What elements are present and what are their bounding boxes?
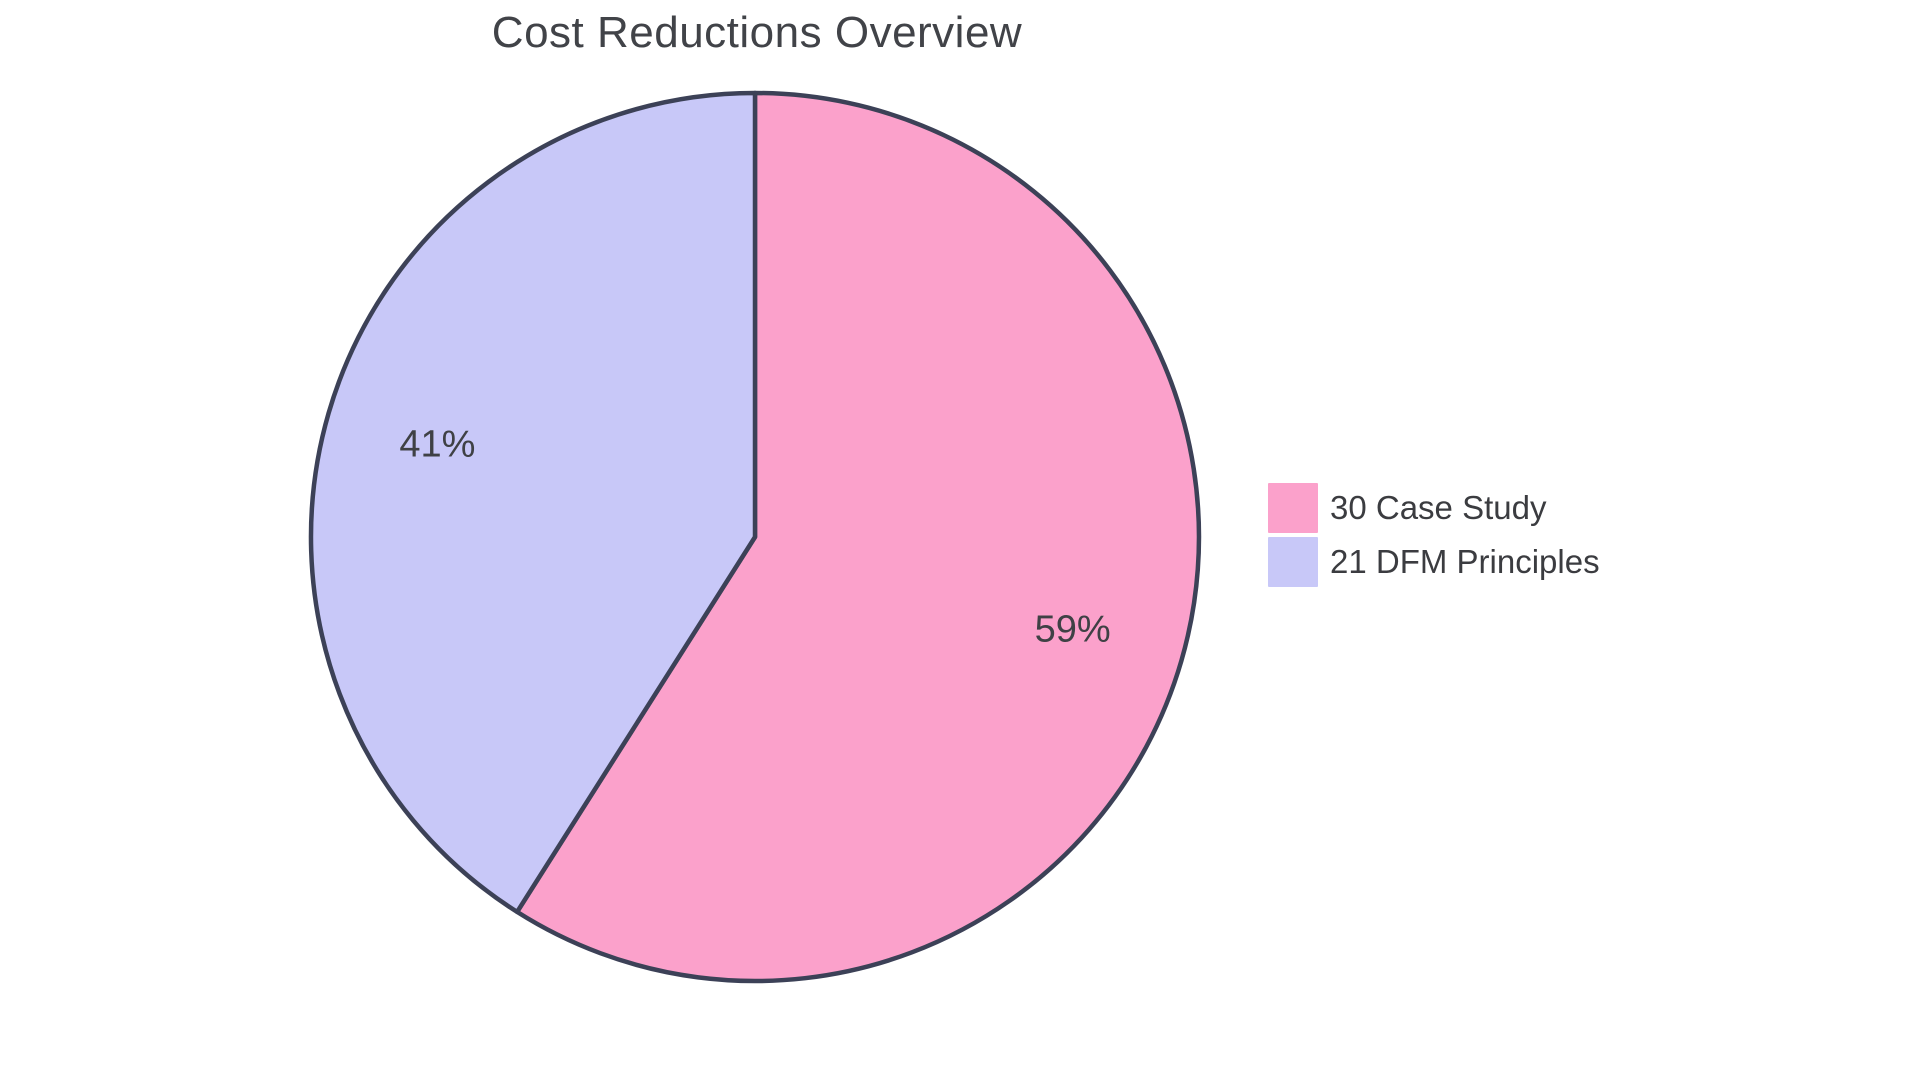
chart-title: Cost Reductions Overview	[491, 8, 1023, 57]
legend-row-1: 30 Case Study	[1268, 483, 1600, 533]
legend-label-2: 21 DFM Principles	[1330, 543, 1600, 580]
pie-slice-1	[514, 90, 1202, 984]
legend-swatch-2	[1268, 537, 1318, 587]
legend-swatch-1	[1268, 483, 1318, 533]
legend: 30 Case Study 21 DFM Principles	[1268, 483, 1600, 591]
slice-percent-label-1: 59%	[1035, 608, 1111, 650]
pie-slice-2	[308, 90, 758, 915]
legend-row-2: 21 DFM Principles	[1268, 537, 1600, 587]
slice-percent-label-2: 41%	[399, 424, 475, 466]
legend-label-1: 30 Case Study	[1330, 489, 1547, 526]
